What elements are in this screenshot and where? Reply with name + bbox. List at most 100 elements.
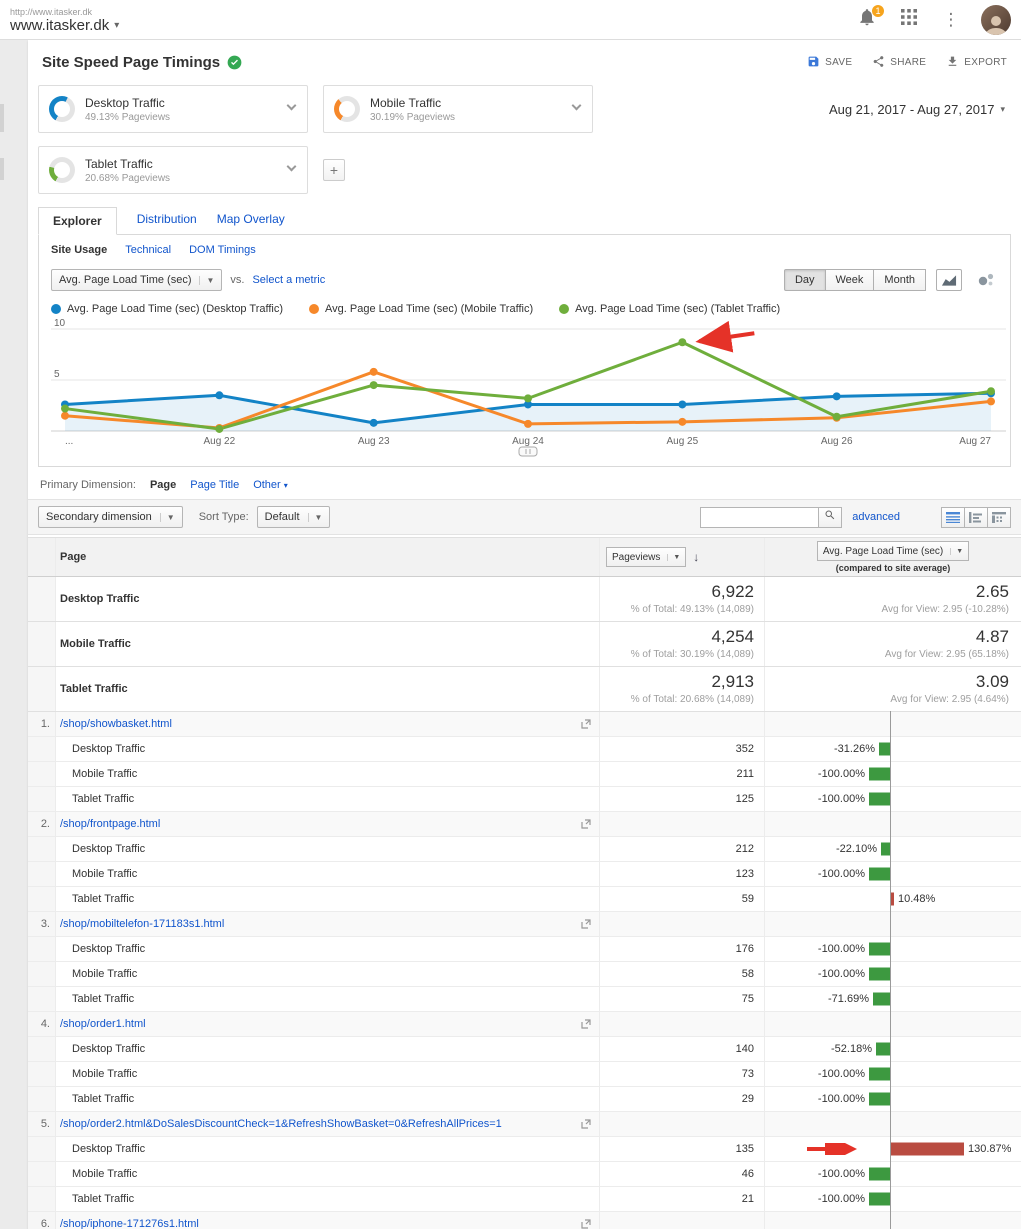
- segment-data-row: Desktop Traffic 212 -22.10%: [28, 836, 1021, 862]
- granularity-month-button[interactable]: Month: [873, 269, 926, 291]
- metric-selector[interactable]: Avg. Page Load Time (sec) ▼: [51, 269, 223, 291]
- legend-item: Avg. Page Load Time (sec) (Tablet Traffi…: [559, 303, 780, 315]
- view-comparison-button[interactable]: [964, 506, 988, 528]
- page-link[interactable]: /shop/order2.html&DoSalesDiscountCheck=1…: [60, 1118, 502, 1130]
- granularity-week-button[interactable]: Week: [824, 269, 875, 291]
- open-in-new-icon[interactable]: [581, 1019, 591, 1029]
- line-chart-type-button[interactable]: [936, 269, 962, 291]
- comparison-bar: [869, 767, 890, 781]
- chevron-down-icon: ▼: [199, 275, 214, 285]
- apps-grid-button[interactable]: [897, 8, 921, 32]
- chevron-down-icon[interactable]: [286, 100, 297, 111]
- segment-data-row: Mobile Traffic 46 -100.00%: [28, 1161, 1021, 1187]
- overflow-menu-button[interactable]: ⋮: [939, 8, 963, 32]
- comparison-bar: [879, 742, 890, 756]
- page-url-row: 4. /shop/order1.html: [28, 1011, 1021, 1037]
- primary-dimension-label: Primary Dimension:: [40, 479, 136, 491]
- add-segment-button[interactable]: +: [323, 159, 345, 181]
- dimension-page-title[interactable]: Page Title: [190, 479, 240, 491]
- chevron-down-icon[interactable]: [286, 161, 297, 172]
- metric-column-subtitle: (compared to site average): [835, 563, 951, 573]
- pageviews-column-selector[interactable]: Pageviews ▼: [606, 547, 687, 567]
- pageviews-value: 123: [600, 862, 765, 886]
- page-link[interactable]: /shop/iphone-171276s1.html: [60, 1218, 199, 1229]
- pageviews-subtext: % of Total: 20.68% (14,089): [630, 693, 754, 705]
- subtab-dom-timings[interactable]: DOM Timings: [189, 244, 256, 256]
- site-url-text: http://www.itasker.dk: [10, 7, 93, 17]
- tab-distribution[interactable]: Distribution: [136, 212, 197, 226]
- subtab-technical[interactable]: Technical: [125, 244, 172, 256]
- tab-map-overlay[interactable]: Map Overlay: [216, 212, 285, 226]
- segment-card-tablet[interactable]: Tablet Traffic 20.68% Pageviews: [38, 146, 308, 194]
- pageviews-value: 211: [600, 762, 765, 786]
- segment-card-mobile[interactable]: Mobile Traffic 30.19% Pageviews: [323, 85, 593, 133]
- segment-label: Tablet Traffic: [56, 887, 600, 911]
- page-link[interactable]: /shop/order1.html: [60, 1018, 146, 1030]
- table-view-icon: [946, 511, 960, 523]
- search-icon: [824, 508, 836, 526]
- account-selector[interactable]: www.itasker.dk ▾: [10, 17, 119, 34]
- search-button[interactable]: [818, 506, 843, 528]
- verified-check-icon: [227, 55, 242, 70]
- percent-vs-average: -100.00%: [817, 1068, 865, 1080]
- pageviews-total: 6,922: [711, 582, 754, 602]
- pageviews-value: 135: [600, 1137, 765, 1161]
- segment-label: Tablet Traffic: [60, 683, 128, 695]
- timeseries-chart: 10 5... Aug 22 Aug 23 Aug 24 Aug 25 Aug 26 Aug …: [39, 317, 1010, 466]
- page-link[interactable]: /shop/frontpage.html: [60, 818, 161, 830]
- page-url-row: 2. /shop/frontpage.html: [28, 811, 1021, 837]
- notifications-button[interactable]: 1: [855, 3, 885, 32]
- date-range-selector[interactable]: Aug 21, 2017 - Aug 27, 2017 ▾: [828, 101, 1005, 117]
- comparison-bar: [876, 1042, 890, 1056]
- comparison-bar: [869, 1067, 890, 1081]
- percent-vs-average: -100.00%: [817, 1193, 865, 1205]
- subtab-site-usage[interactable]: Site Usage: [51, 244, 108, 256]
- page-link[interactable]: /shop/mobiltelefon-171183s1.html: [60, 918, 225, 930]
- granularity-day-button[interactable]: Day: [783, 269, 826, 291]
- segment-label: Desktop Traffic: [56, 837, 600, 861]
- avatar[interactable]: [981, 4, 1011, 35]
- open-in-new-icon[interactable]: [581, 919, 591, 929]
- segment-name: Mobile Traffic: [370, 95, 442, 110]
- view-data-table-button[interactable]: [941, 506, 965, 528]
- pageviews-value: 140: [600, 1037, 765, 1061]
- segment-donut-icon: [49, 157, 75, 183]
- open-in-new-icon[interactable]: [581, 819, 591, 829]
- comparison-bar: [869, 1192, 890, 1206]
- segment-card-desktop[interactable]: Desktop Traffic 49.13% Pageviews: [38, 85, 308, 133]
- load-time-subtext: Avg for View: 2.95 (4.64%): [890, 693, 1009, 705]
- motion-chart-type-button[interactable]: [972, 269, 998, 291]
- percent-vs-average: -100.00%: [817, 1168, 865, 1180]
- pageviews-value: 46: [600, 1162, 765, 1186]
- pageviews-subtext: % of Total: 49.13% (14,089): [630, 603, 754, 615]
- metric-column-selector[interactable]: Avg. Page Load Time (sec) ▼: [816, 541, 970, 561]
- pageviews-total: 2,913: [711, 672, 754, 692]
- pageviews-value: 73: [600, 1062, 765, 1086]
- column-header-page: Page: [60, 551, 87, 563]
- page-link[interactable]: /shop/showbasket.html: [60, 718, 172, 730]
- report-card: Site Speed Page Timings SAVE SHARE: [28, 40, 1021, 1229]
- tab-explorer[interactable]: Explorer: [38, 207, 117, 235]
- open-in-new-icon[interactable]: [581, 719, 591, 729]
- chevron-down-icon[interactable]: [571, 100, 582, 111]
- advanced-link[interactable]: advanced: [852, 511, 900, 523]
- search-input[interactable]: [700, 506, 819, 528]
- sort-direction-icon[interactable]: ↓: [693, 550, 700, 564]
- dimension-page[interactable]: Page: [149, 479, 177, 491]
- sort-type-selector[interactable]: Default ▼: [256, 506, 331, 528]
- view-pivot-button[interactable]: [987, 506, 1011, 528]
- save-button[interactable]: SAVE: [807, 55, 852, 71]
- dimension-other[interactable]: Other ▾: [253, 479, 288, 491]
- share-button[interactable]: SHARE: [872, 55, 926, 71]
- percent-vs-average: -100.00%: [817, 768, 865, 780]
- open-in-new-icon[interactable]: [581, 1219, 591, 1229]
- segment-label: Mobile Traffic: [56, 962, 600, 986]
- open-in-new-icon[interactable]: [581, 1119, 591, 1129]
- pageviews-value: 352: [600, 737, 765, 761]
- explorer-panel: Site Usage Technical DOM Timings Avg. Pa…: [38, 234, 1011, 467]
- dropdown-arrow-icon: ▼: [950, 547, 963, 555]
- apps-grid-icon: [901, 9, 917, 30]
- secondary-dimension-button[interactable]: Secondary dimension ▼: [38, 506, 183, 528]
- export-button[interactable]: EXPORT: [946, 55, 1007, 71]
- select-a-metric-link[interactable]: Select a metric: [252, 274, 326, 286]
